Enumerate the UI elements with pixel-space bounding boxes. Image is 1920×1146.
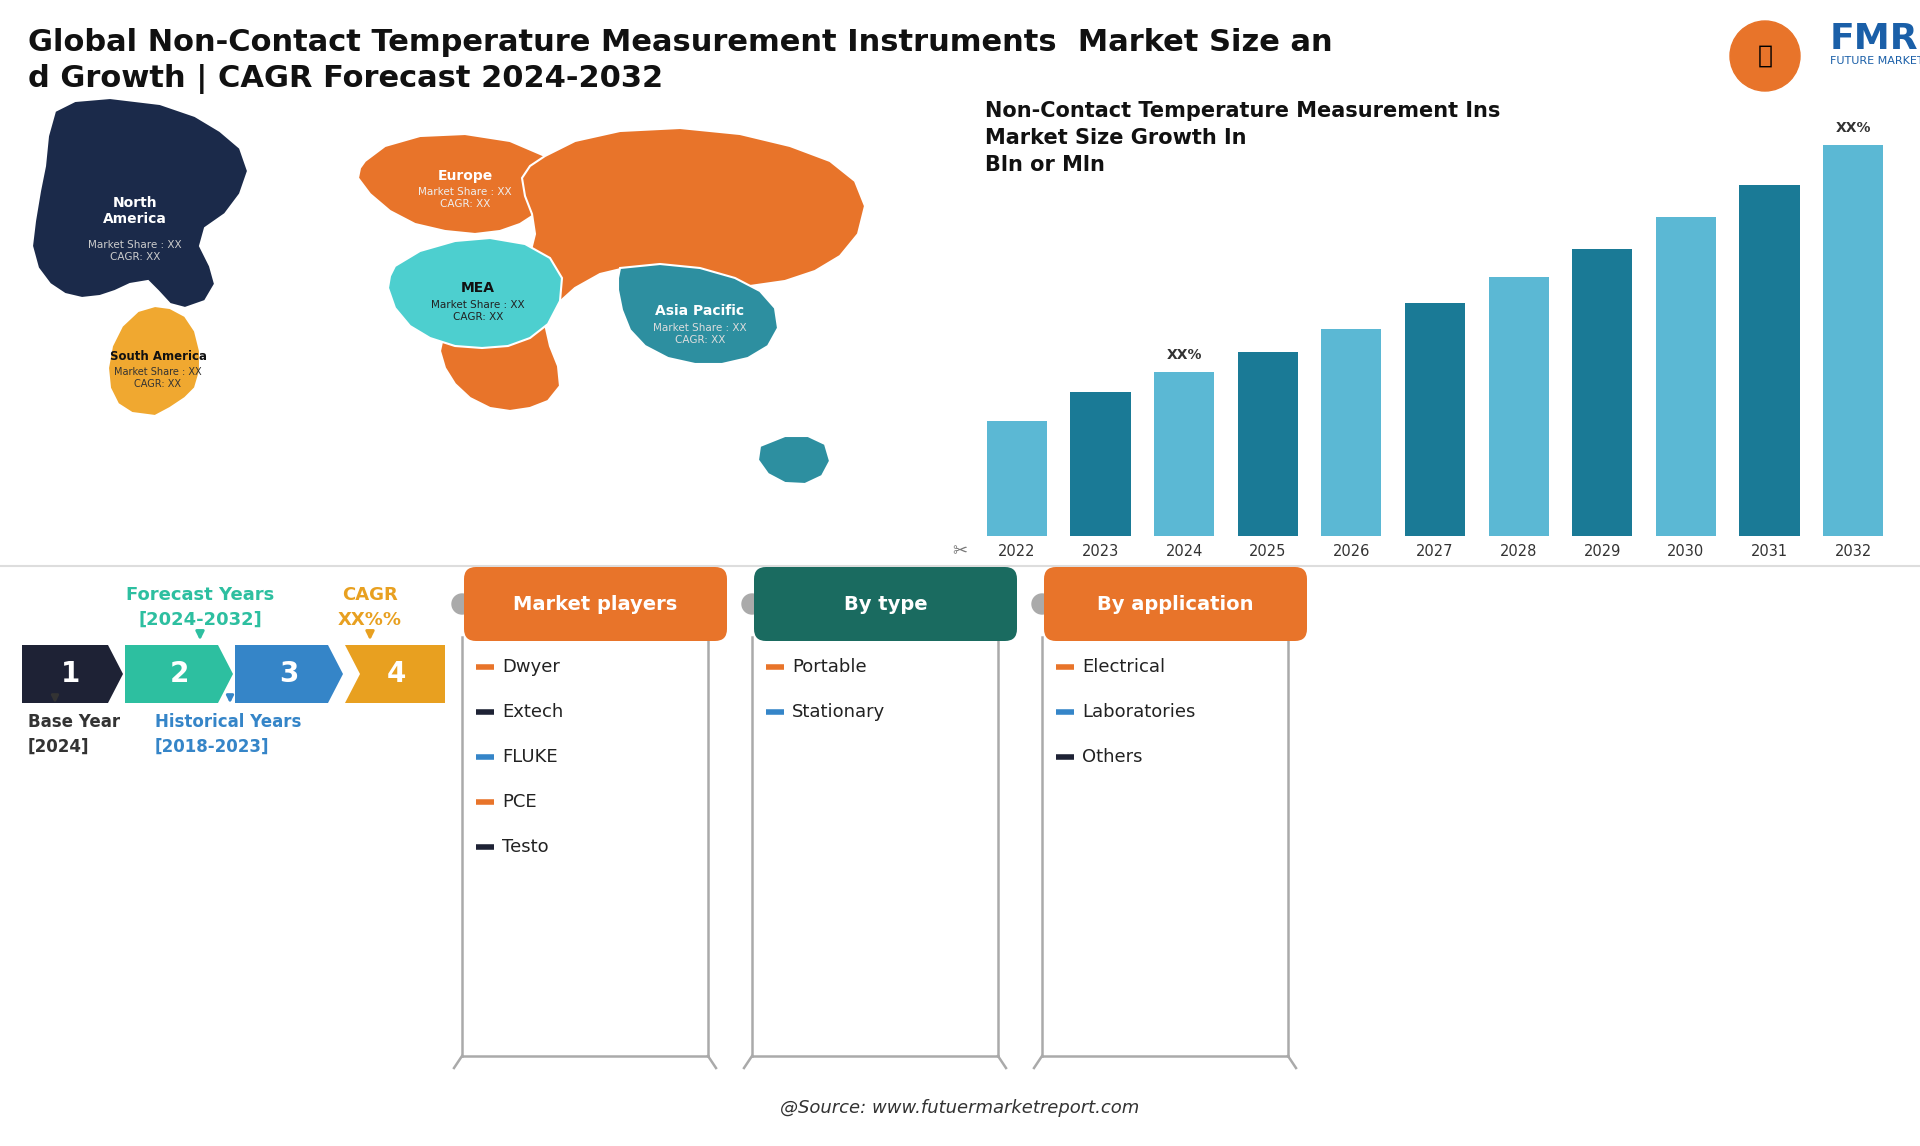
Polygon shape bbox=[388, 238, 563, 348]
Bar bbox=[1069, 392, 1131, 536]
Text: d Growth | CAGR Forecast 2024-2032: d Growth | CAGR Forecast 2024-2032 bbox=[29, 64, 662, 94]
Text: CAGR: CAGR bbox=[342, 586, 397, 604]
Circle shape bbox=[741, 594, 762, 614]
Text: 1: 1 bbox=[61, 660, 81, 688]
Text: Europe: Europe bbox=[438, 168, 493, 183]
Polygon shape bbox=[357, 134, 561, 234]
Text: [2024]: [2024] bbox=[29, 738, 90, 756]
Polygon shape bbox=[108, 306, 200, 416]
Text: North
America: North America bbox=[104, 196, 167, 226]
Bar bbox=[1238, 352, 1298, 536]
Polygon shape bbox=[125, 645, 232, 702]
Text: South America: South America bbox=[109, 350, 207, 362]
Text: Stationary: Stationary bbox=[791, 702, 885, 721]
Text: Electrical: Electrical bbox=[1083, 658, 1165, 676]
Circle shape bbox=[451, 594, 472, 614]
FancyBboxPatch shape bbox=[755, 567, 1018, 641]
Text: XX%%: XX%% bbox=[338, 611, 401, 629]
Bar bbox=[1154, 372, 1213, 536]
Bar bbox=[1488, 277, 1549, 536]
Text: Forecast Years: Forecast Years bbox=[127, 586, 275, 604]
Polygon shape bbox=[618, 264, 778, 364]
Bar bbox=[1405, 304, 1465, 536]
Text: 2: 2 bbox=[169, 660, 188, 688]
Text: 4: 4 bbox=[386, 660, 407, 688]
Text: PCE: PCE bbox=[501, 793, 536, 811]
Text: FUTURE MARKET REPORT: FUTURE MARKET REPORT bbox=[1830, 56, 1920, 66]
Bar bbox=[1824, 146, 1884, 536]
FancyBboxPatch shape bbox=[1044, 567, 1308, 641]
Polygon shape bbox=[21, 645, 123, 702]
Text: By application: By application bbox=[1096, 595, 1254, 613]
Text: Testo: Testo bbox=[501, 838, 549, 856]
Text: By type: By type bbox=[843, 595, 927, 613]
Text: Market Share : XX
CAGR: XX: Market Share : XX CAGR: XX bbox=[419, 187, 513, 209]
Text: Market players: Market players bbox=[513, 595, 678, 613]
Text: Dwyer: Dwyer bbox=[501, 658, 561, 676]
Text: Market Share : XX
CAGR: XX: Market Share : XX CAGR: XX bbox=[113, 367, 202, 388]
Text: 2023: 2023 bbox=[1081, 544, 1119, 559]
Text: 2022: 2022 bbox=[998, 544, 1035, 559]
Text: 2030: 2030 bbox=[1667, 544, 1705, 559]
Text: [2018-2023]: [2018-2023] bbox=[156, 738, 269, 756]
Text: 2028: 2028 bbox=[1500, 544, 1538, 559]
Text: Market Size Growth In: Market Size Growth In bbox=[985, 128, 1246, 148]
Text: 2026: 2026 bbox=[1332, 544, 1371, 559]
Text: Global Non-Contact Temperature Measurement Instruments  Market Size an: Global Non-Contact Temperature Measureme… bbox=[29, 28, 1332, 57]
Text: 2029: 2029 bbox=[1584, 544, 1620, 559]
Text: 2025: 2025 bbox=[1250, 544, 1286, 559]
Text: XX%: XX% bbox=[1165, 348, 1202, 362]
Text: Others: Others bbox=[1083, 748, 1142, 766]
Bar bbox=[1655, 217, 1716, 536]
Text: 2027: 2027 bbox=[1417, 544, 1453, 559]
Polygon shape bbox=[33, 99, 248, 308]
Text: Extech: Extech bbox=[501, 702, 563, 721]
Circle shape bbox=[1730, 21, 1801, 91]
Text: [2024-2032]: [2024-2032] bbox=[138, 611, 261, 629]
Bar bbox=[987, 421, 1046, 536]
Text: 2024: 2024 bbox=[1165, 544, 1202, 559]
Polygon shape bbox=[440, 128, 866, 411]
Text: Market Share : XX
CAGR: XX: Market Share : XX CAGR: XX bbox=[88, 241, 182, 261]
Bar bbox=[1321, 329, 1382, 536]
Text: MEA: MEA bbox=[461, 281, 495, 295]
Text: Laboratories: Laboratories bbox=[1083, 702, 1196, 721]
Text: Base Year: Base Year bbox=[29, 713, 121, 731]
Text: Bln or Mln: Bln or Mln bbox=[985, 155, 1104, 175]
Text: Historical Years: Historical Years bbox=[156, 713, 301, 731]
Bar bbox=[1572, 249, 1632, 536]
Text: Market Share : XX
CAGR: XX: Market Share : XX CAGR: XX bbox=[653, 323, 747, 345]
Text: 2032: 2032 bbox=[1834, 544, 1872, 559]
Text: Asia Pacific: Asia Pacific bbox=[655, 304, 745, 317]
Text: 🎯: 🎯 bbox=[1757, 44, 1772, 68]
Polygon shape bbox=[234, 645, 344, 702]
Text: ✂: ✂ bbox=[952, 542, 968, 560]
Text: Portable: Portable bbox=[791, 658, 866, 676]
Polygon shape bbox=[346, 645, 445, 702]
Polygon shape bbox=[758, 435, 829, 484]
Bar bbox=[1740, 186, 1799, 536]
Text: FMR: FMR bbox=[1830, 22, 1918, 56]
Text: 2031: 2031 bbox=[1751, 544, 1788, 559]
Text: Market Share : XX
CAGR: XX: Market Share : XX CAGR: XX bbox=[432, 300, 524, 322]
Text: @Source: www.futuermarketreport.com: @Source: www.futuermarketreport.com bbox=[780, 1099, 1140, 1117]
FancyBboxPatch shape bbox=[465, 567, 728, 641]
Text: Non-Contact Temperature Measurement Ins: Non-Contact Temperature Measurement Ins bbox=[985, 101, 1500, 121]
Circle shape bbox=[1033, 594, 1052, 614]
Text: 3: 3 bbox=[278, 660, 300, 688]
Text: XX%: XX% bbox=[1836, 121, 1870, 135]
Text: FLUKE: FLUKE bbox=[501, 748, 557, 766]
